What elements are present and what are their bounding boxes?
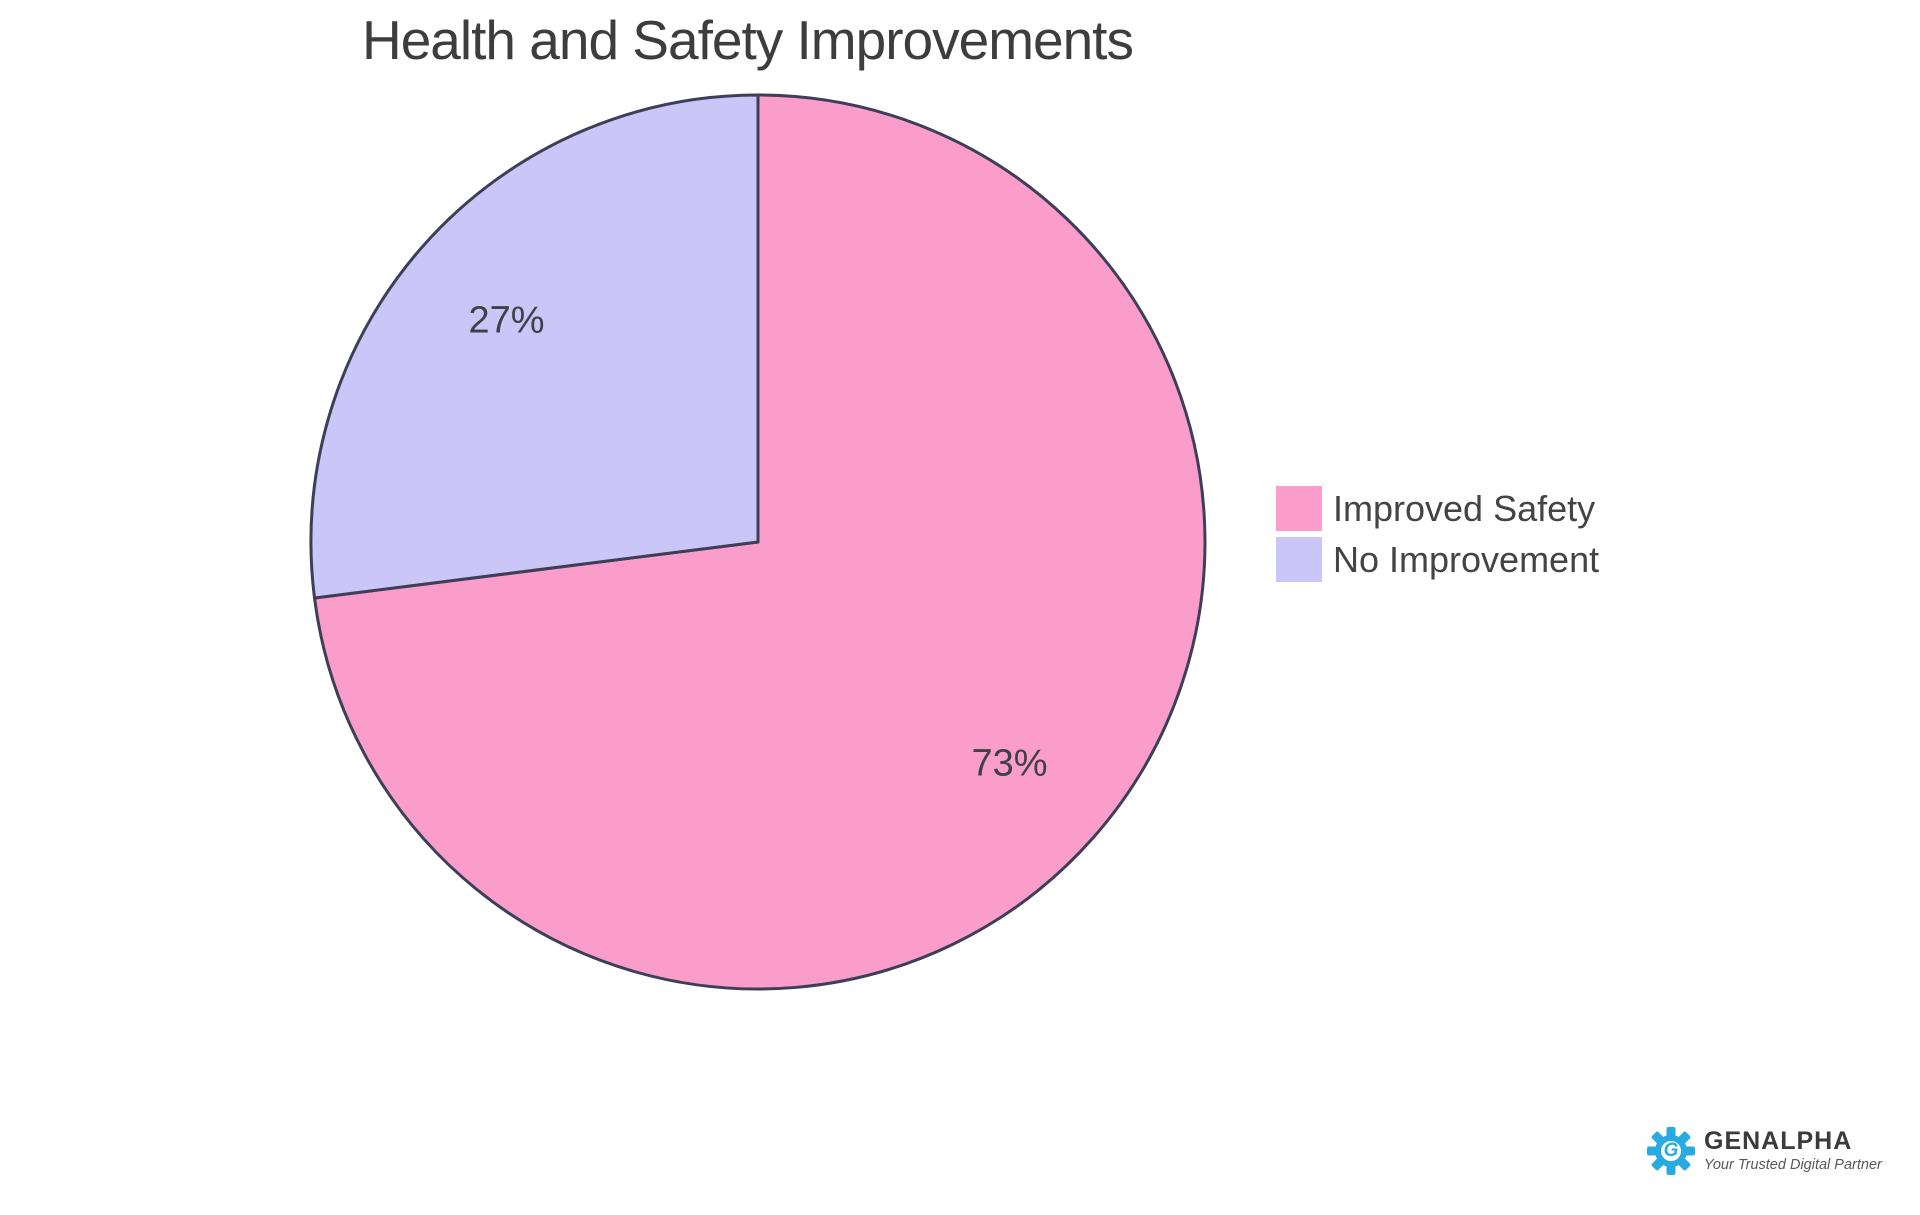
pie-slice-improved-safety[interactable]	[313, 93, 1207, 991]
legend-item-improved-safety[interactable]: Improved Safety	[1276, 486, 1599, 531]
gear-with-g-icon: G	[1647, 1127, 1695, 1175]
pie-slice-no-improvement[interactable]	[309, 93, 760, 600]
legend-label-no-improvement: No Improvement	[1333, 538, 1600, 580]
legend: Improved Safety No Improvement	[1276, 486, 1599, 588]
legend-swatch-no-improvement	[1276, 537, 1322, 582]
gear-g-glyph: G	[1663, 1140, 1679, 1161]
pie-label-improved-safety: 73%	[971, 743, 1047, 785]
legend-item-no-improvement[interactable]: No Improvement	[1276, 537, 1599, 582]
brand-tagline: Your Trusted Digital Partner	[1704, 1156, 1882, 1173]
legend-swatch-improved-safety	[1276, 486, 1322, 531]
brand-logo: G GENALPHA Your Trusted Digital Partner	[1647, 1127, 1882, 1175]
chart-title: Health and Safety Improvements	[362, 9, 1134, 71]
pie-label-no-improvement: 27%	[468, 299, 544, 341]
legend-label-improved-safety: Improved Safety	[1333, 487, 1596, 529]
brand-name: GENALPHA	[1704, 1127, 1853, 1156]
